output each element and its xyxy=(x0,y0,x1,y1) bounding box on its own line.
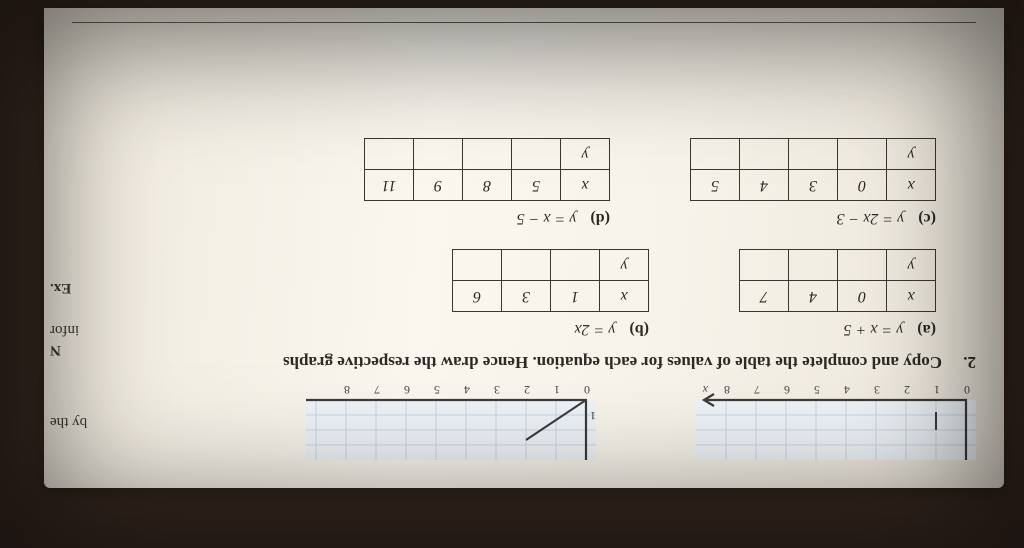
cell xyxy=(453,250,502,281)
cell xyxy=(365,139,414,170)
svg-text:1: 1 xyxy=(590,409,596,423)
part-b: (b) y = 2x x 1 3 6 y xyxy=(452,249,649,338)
axis-tick: 3 xyxy=(874,384,880,397)
axis-tick: 6 xyxy=(404,384,410,397)
cell xyxy=(512,139,561,170)
axis-tick: 4 xyxy=(464,384,470,397)
axis-strips: 0 1 2 3 4 5 6 7 8 x xyxy=(72,384,976,470)
axis-tick: 7 xyxy=(374,384,380,397)
part-c-equation: y = 2x − 3 xyxy=(836,210,904,227)
x-head: x xyxy=(887,281,936,312)
cell xyxy=(414,139,463,170)
part-d-label: (d) xyxy=(590,210,610,227)
y-head: y xyxy=(887,139,936,170)
cell: 1 xyxy=(551,281,600,312)
axis-tick: 8 xyxy=(724,384,730,397)
margin-infor: infor xyxy=(50,321,79,338)
textbook-page: 0 1 2 3 4 5 6 7 8 x xyxy=(44,8,1004,488)
axis-tick: 1 xyxy=(554,384,560,397)
cell xyxy=(740,139,789,170)
part-a-equation: y = x + 5 xyxy=(844,321,904,338)
row-cd: (c) y = 2x − 3 x 0 3 4 5 y xyxy=(72,138,936,227)
row-ab: (a) y = x + 5 x 0 4 7 y xyxy=(72,249,936,338)
axis-tick: 4 xyxy=(844,384,850,397)
y-head: y xyxy=(887,250,936,281)
part-d-table: x 5 8 9 11 y xyxy=(364,138,610,201)
axis-end-label: x xyxy=(702,384,709,397)
axis-tick: 0 xyxy=(584,384,590,397)
cell: 4 xyxy=(789,281,838,312)
axis-right: 1 0 1 2 3 4 5 6 7 8 xyxy=(306,384,596,460)
cell: 0 xyxy=(838,170,887,201)
axis-left: 0 1 2 3 4 5 6 7 8 x xyxy=(696,384,976,460)
x-head: x xyxy=(561,170,610,201)
part-d: (d) y = x − 5 x 5 8 9 11 y xyxy=(364,138,610,227)
y-head: y xyxy=(561,139,610,170)
cell: 11 xyxy=(365,170,414,201)
part-c-label: (c) xyxy=(918,210,936,227)
cell xyxy=(740,250,789,281)
axis-tick: 2 xyxy=(904,384,910,397)
part-c: (c) y = 2x − 3 x 0 3 4 5 y xyxy=(690,138,936,227)
cell: 6 xyxy=(453,281,502,312)
margin-ex: Ex. xyxy=(50,279,71,296)
cell: 9 xyxy=(414,170,463,201)
cell xyxy=(502,250,551,281)
cell: 5 xyxy=(512,170,561,201)
cell: 0 xyxy=(838,281,887,312)
question-2: 2. Copy and complete the table of values… xyxy=(72,352,976,372)
cell xyxy=(789,139,838,170)
cell: 3 xyxy=(502,281,551,312)
axis-tick: 5 xyxy=(814,384,820,397)
cell: 4 xyxy=(740,170,789,201)
cell: 5 xyxy=(691,170,740,201)
margin-by-the: by the xyxy=(50,413,87,430)
question-text: Copy and complete the table of values fo… xyxy=(72,352,942,372)
cell xyxy=(838,139,887,170)
axis-tick: 6 xyxy=(784,384,790,397)
cell xyxy=(691,139,740,170)
part-b-table: x 1 3 6 y xyxy=(452,249,649,312)
axis-tick: 1 xyxy=(934,384,940,397)
y-head: y xyxy=(600,250,649,281)
question-number: 2. xyxy=(952,352,976,372)
part-a: (a) y = x + 5 x 0 4 7 y xyxy=(739,249,936,338)
axis-tick: 2 xyxy=(524,384,530,397)
cell xyxy=(551,250,600,281)
part-a-table: x 0 4 7 y xyxy=(739,249,936,312)
cell xyxy=(789,250,838,281)
axis-tick: 5 xyxy=(434,384,440,397)
part-b-label: (b) xyxy=(629,321,649,338)
part-a-label: (a) xyxy=(917,321,936,338)
margin-n: N xyxy=(50,341,61,358)
part-d-equation: y = x − 5 xyxy=(517,210,577,227)
axis-tick: 0 xyxy=(964,384,970,397)
cell xyxy=(838,250,887,281)
cell: 8 xyxy=(463,170,512,201)
part-c-table: x 0 3 4 5 y xyxy=(690,138,936,201)
part-b-equation: y = 2x xyxy=(574,321,615,338)
axis-tick: 3 xyxy=(494,384,500,397)
cell: 7 xyxy=(740,281,789,312)
axis-tick: 8 xyxy=(344,384,350,397)
divider xyxy=(72,22,976,23)
axis-tick: 7 xyxy=(754,384,760,397)
cell: 3 xyxy=(789,170,838,201)
cell xyxy=(463,139,512,170)
x-head: x xyxy=(887,170,936,201)
x-head: x xyxy=(600,281,649,312)
